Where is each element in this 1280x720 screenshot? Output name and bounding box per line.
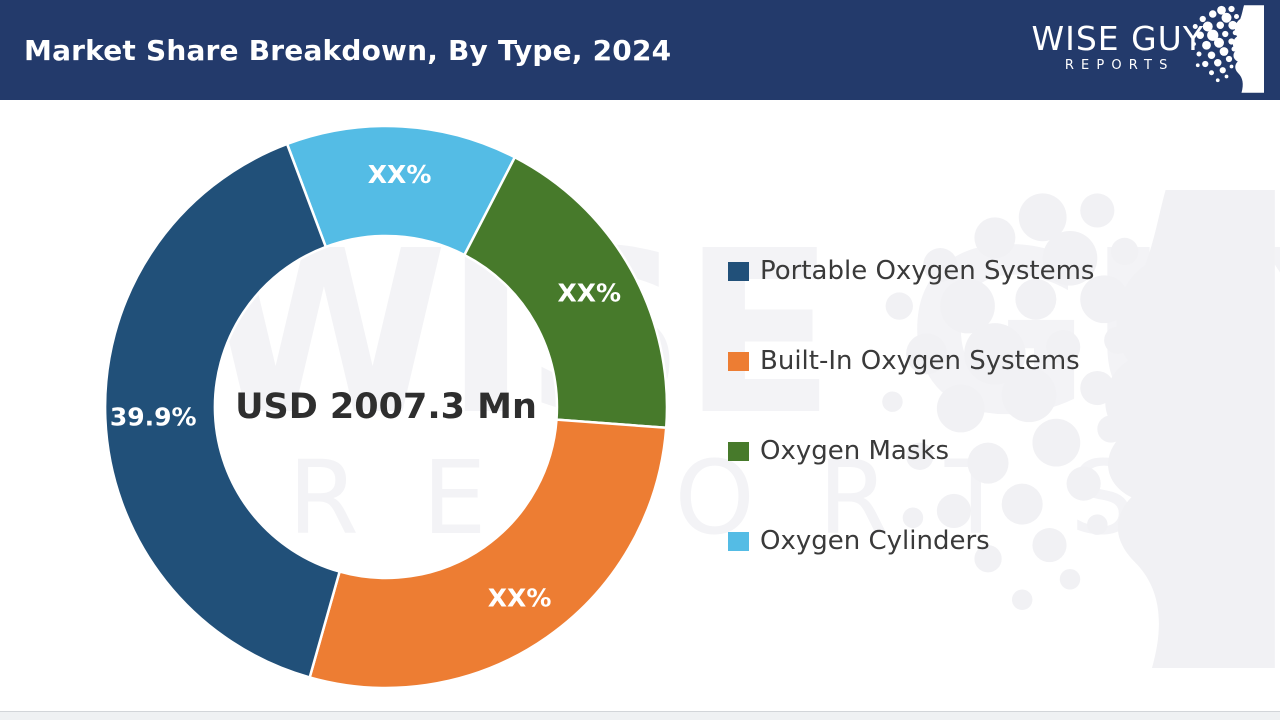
- donut-slice: [463, 156, 669, 430]
- footer-strip: [0, 711, 1280, 720]
- legend-swatch: [728, 261, 749, 281]
- legend-label: Portable Oxygen Systems: [760, 256, 1095, 286]
- brand-logo-text: WISE GUY REPORTS: [1031, 19, 1204, 73]
- slice-percent-label: XX%: [488, 583, 552, 612]
- legend: Portable Oxygen Systems Built-In Oxygen S…: [728, 246, 1094, 606]
- dotted-face-profile-icon: [1192, 5, 1264, 93]
- page-title: Market Share Breakdown, By Type, 2024: [24, 33, 672, 67]
- slice-percent-label: 39.9%: [110, 402, 197, 431]
- brand-logo: WISE GUY REPORTS: [1030, 0, 1270, 100]
- legend-label: Oxygen Masks: [760, 436, 949, 466]
- legend-swatch: [728, 351, 749, 371]
- donut-slice: [103, 142, 341, 679]
- legend-label: Built-In Oxygen Systems: [760, 346, 1080, 376]
- brand-subtitle: REPORTS: [1064, 57, 1175, 73]
- legend-item: Portable Oxygen Systems: [728, 246, 1094, 296]
- legend-label: Oxygen Cylinders: [760, 526, 990, 556]
- legend-item: Oxygen Cylinders: [728, 516, 1094, 566]
- slice-percent-label: XX%: [368, 160, 432, 189]
- chart-center-value: USD 2007.3 Mn: [235, 387, 537, 427]
- legend-swatch: [728, 531, 749, 551]
- slice-percent-label: XX%: [557, 279, 621, 308]
- donut-chart: XX% XX% XX% 39.9%: [103, 124, 669, 690]
- donut-slice: [308, 418, 668, 690]
- legend-swatch: [728, 441, 749, 461]
- brand-name: WISE GUY: [1031, 19, 1204, 58]
- legend-item: Built-In Oxygen Systems: [728, 336, 1094, 386]
- header-bar: Market Share Breakdown, By Type, 2024 WI…: [0, 0, 1280, 100]
- legend-item: Oxygen Masks: [728, 426, 1094, 476]
